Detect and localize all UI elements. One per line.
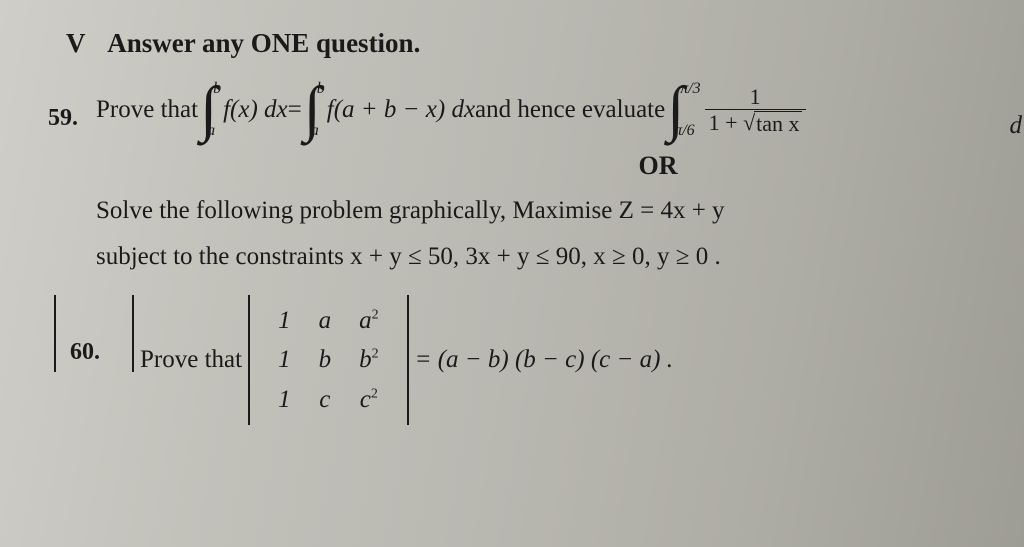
question-number-60: 60. — [54, 295, 134, 372]
question-60: 60. Prove that 1 a a2 1 b b2 1 c c2 — [48, 295, 988, 425]
frac-num: 1 — [746, 85, 765, 109]
q59-mid: and hence evaluate — [475, 94, 665, 125]
m-r0c2: a2 — [345, 301, 393, 340]
m-r1c0: 1 — [264, 340, 305, 379]
int3-upper: π/3 — [680, 79, 700, 99]
trailing-dx: d — [1010, 112, 1023, 140]
section-heading: V Answer any ONE question. — [66, 28, 988, 59]
question-59: 59. Prove that ∫ b a f(x) dx = ∫ b a f(a… — [48, 77, 988, 143]
q60-lead: Prove that — [140, 344, 242, 375]
m-r0c1: a — [305, 301, 346, 340]
section-text: Answer any ONE question. — [107, 28, 420, 58]
int1-upper: b — [213, 79, 221, 99]
int1-lower: a — [207, 121, 221, 141]
integral-3: ∫ π/3 π/6 — [667, 77, 700, 143]
integral-1: ∫ b a — [200, 77, 221, 143]
m-r0c0: 1 — [264, 301, 305, 340]
determinant: 1 a a2 1 b b2 1 c c2 — [248, 295, 409, 425]
equals: = — [288, 94, 302, 125]
or-separator: OR — [48, 151, 988, 181]
question-number-59: 59. — [48, 77, 96, 132]
int2-lower: a — [311, 121, 325, 141]
int2-body: f(a + b − x) dx — [327, 94, 475, 125]
int3-lower: π/6 — [674, 121, 700, 141]
m-r2c2: c2 — [345, 380, 393, 419]
determinant-table: 1 a a2 1 b b2 1 c c2 — [264, 301, 393, 419]
int2-upper: b — [317, 79, 325, 99]
question-60-body: Prove that 1 a a2 1 b b2 1 c c2 — [140, 295, 673, 425]
section-roman: V — [66, 28, 102, 59]
m-r1c1: b — [305, 340, 346, 379]
q59-alt-line2: subject to the constraints x + y ≤ 50, 3… — [96, 237, 988, 277]
int1-body: f(x) dx — [223, 94, 288, 125]
q59-lead: Prove that — [96, 94, 198, 125]
q60-rhs: = (a − b) (b − c) (c − a) . — [415, 344, 673, 375]
integral-2: ∫ b a — [304, 77, 325, 143]
fraction: 1 1 + tan x — [705, 85, 806, 135]
question-59-body: Prove that ∫ b a f(x) dx = ∫ b a f(a + b… — [96, 77, 808, 143]
m-r2c1: c — [305, 380, 346, 419]
m-r1c2: b2 — [345, 340, 393, 379]
frac-den: 1 + tan x — [705, 109, 806, 135]
q59-alt-line1: Solve the following problem graphically,… — [96, 191, 988, 231]
m-r2c0: 1 — [264, 380, 305, 419]
